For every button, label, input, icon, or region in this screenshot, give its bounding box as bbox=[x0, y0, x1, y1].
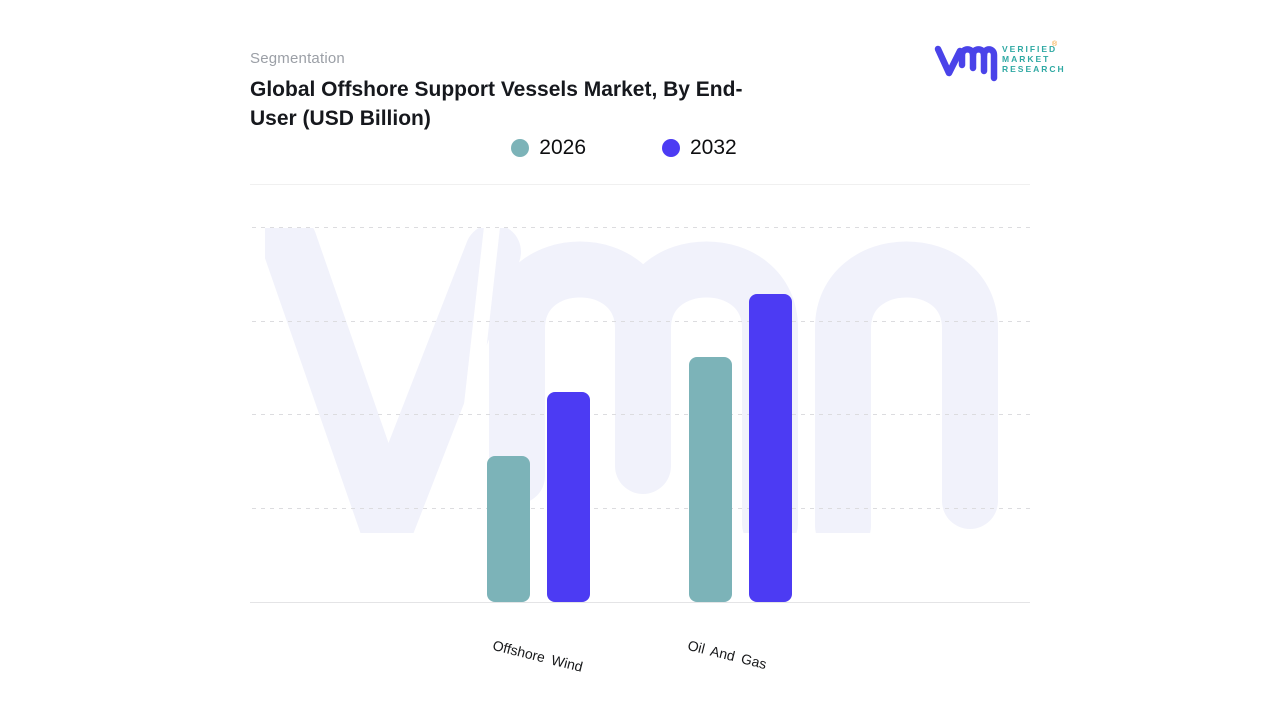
vmr-monogram-icon bbox=[934, 45, 998, 82]
x-axis-line bbox=[250, 602, 1030, 603]
gridline bbox=[252, 321, 1030, 322]
bar-offshore-wind-2026 bbox=[487, 456, 530, 602]
registered-trademark-icon: ® bbox=[1052, 41, 1058, 48]
header-divider bbox=[250, 184, 1030, 185]
vmr-watermark-icon bbox=[265, 228, 998, 533]
page-title-line2: User (USD Billion) bbox=[250, 107, 431, 130]
vmr-logo[interactable]: VERIFIED MARKET RESEARCH ® bbox=[933, 36, 1066, 82]
legend-swatch-2026-icon bbox=[511, 139, 530, 157]
legend-label-2026: 2026 bbox=[539, 136, 586, 159]
legend-item-2032[interactable]: 2032 bbox=[662, 136, 737, 160]
legend-swatch-2032-icon bbox=[662, 139, 680, 157]
gridline bbox=[252, 508, 1030, 509]
page-title-line1: Global Offshore Support Vessels Market, … bbox=[250, 78, 743, 101]
gridline bbox=[252, 414, 1030, 415]
x-tick-label-oil-and-gas: Oil And Gas bbox=[686, 637, 769, 673]
bar-oil-and-gas-2026 bbox=[689, 357, 732, 602]
legend-item-2026[interactable]: 2026 bbox=[511, 136, 586, 160]
page-title: Global Offshore Support Vessels Market, … bbox=[250, 75, 850, 133]
x-tick-label-offshore-wind: Offshore Wind bbox=[491, 637, 585, 675]
vmr-logo-line-verified: VERIFIED bbox=[1002, 44, 1058, 54]
bar-offshore-wind-2032 bbox=[547, 392, 590, 602]
bar-oil-and-gas-2032 bbox=[749, 294, 792, 602]
legend-label-2032: 2032 bbox=[690, 136, 737, 159]
eyebrow-label: Segmentation bbox=[250, 50, 345, 67]
vmr-logo-line-market: MARKET bbox=[1002, 54, 1051, 64]
vmr-logo-text: VERIFIED MARKET RESEARCH bbox=[1002, 44, 1066, 74]
plot-area: Offshore Wind Oil And Gas bbox=[250, 227, 1030, 675]
vmr-logo-line-research: RESEARCH bbox=[1002, 64, 1066, 74]
chart-legend: 2026 2032 bbox=[234, 136, 1014, 160]
gridline bbox=[252, 227, 1030, 228]
